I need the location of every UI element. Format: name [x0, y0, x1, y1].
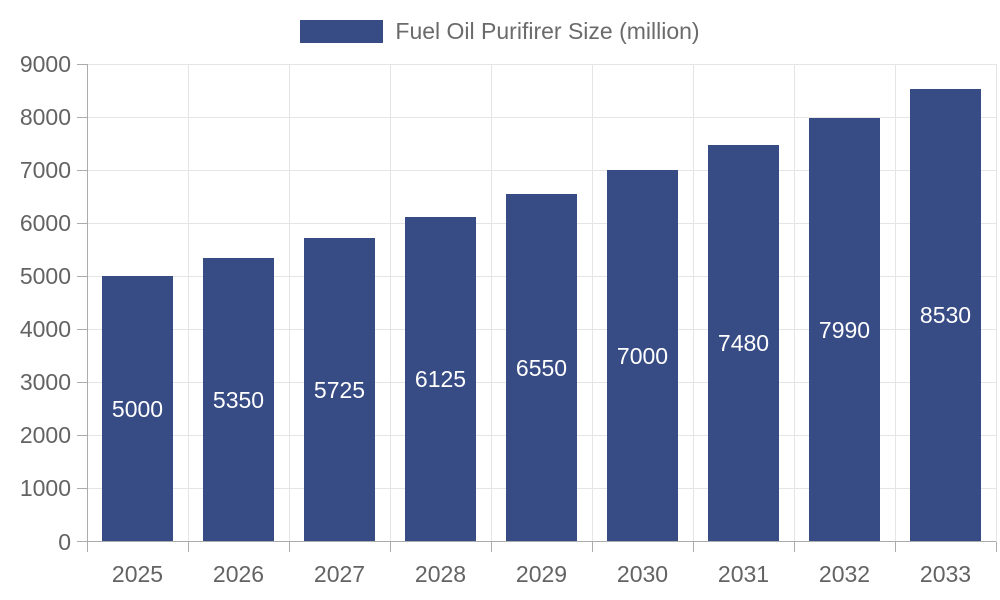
x-gridline — [894, 64, 896, 542]
y-tick-label: 0 — [58, 528, 71, 555]
y-gridline — [87, 169, 996, 171]
y-gridline — [87, 63, 996, 65]
y-tick-label: 9000 — [19, 51, 71, 77]
x-gridline — [793, 64, 795, 542]
x-gridline — [591, 64, 593, 542]
x-tick-label: 2033 — [919, 560, 972, 587]
y-tick-mark — [77, 116, 87, 118]
y-tick-label: 3000 — [19, 369, 71, 396]
legend-swatch-icon — [300, 20, 384, 43]
x-tick-mark — [591, 541, 593, 552]
x-tick-mark — [995, 541, 997, 552]
bar — [809, 117, 880, 542]
y-axis-line — [86, 64, 88, 542]
x-tick-mark — [288, 541, 290, 552]
y-tick-label: 5000 — [19, 263, 71, 290]
bar-value-label: 5000 — [111, 395, 164, 422]
x-tick-mark — [389, 541, 391, 552]
bar-value-label: 7000 — [616, 342, 669, 369]
y-tick-mark — [77, 487, 87, 489]
bar — [102, 276, 173, 542]
y-tick-label: 2000 — [19, 422, 71, 449]
bar-value-label: 6550 — [515, 354, 568, 381]
bar — [304, 237, 375, 542]
x-tick-mark — [793, 541, 795, 552]
bar-value-label: 7990 — [818, 316, 871, 343]
bar-value-label: 5725 — [313, 376, 366, 403]
y-tick-mark — [77, 169, 87, 171]
x-gridline — [288, 64, 290, 542]
x-gridline — [187, 64, 189, 542]
y-tick-mark — [77, 63, 87, 65]
bar — [708, 144, 779, 542]
y-tick-label: 7000 — [19, 157, 71, 184]
y-tick-label: 6000 — [19, 210, 71, 237]
x-tick-label: 2029 — [515, 560, 568, 587]
y-tick-mark — [77, 381, 87, 383]
bar-value-label: 6125 — [414, 366, 467, 393]
x-gridline — [692, 64, 694, 542]
x-tick-label: 2026 — [212, 560, 265, 587]
bar — [910, 88, 981, 542]
y-tick-label: 1000 — [19, 475, 71, 502]
bar-value-label: 5350 — [212, 386, 265, 413]
x-tick-mark — [490, 541, 492, 552]
bar-value-label: 8530 — [919, 302, 972, 329]
y-tick-mark — [77, 328, 87, 330]
x-tick-mark — [86, 541, 88, 552]
x-tick-label: 2027 — [313, 560, 366, 587]
bar-value-label: 7480 — [717, 330, 770, 357]
x-tick-label: 2025 — [111, 560, 164, 587]
bar — [203, 257, 274, 542]
x-tick-mark — [187, 541, 189, 552]
x-axis-line — [87, 541, 996, 542]
legend[interactable]: Fuel Oil Purifirer Size (million) — [0, 18, 1000, 45]
x-tick-mark — [692, 541, 694, 552]
x-gridline — [995, 64, 997, 542]
x-gridline — [490, 64, 492, 542]
y-gridline — [87, 116, 996, 118]
y-tick-label: 8000 — [19, 104, 71, 131]
y-tick-mark — [77, 222, 87, 224]
y-tick-label: 4000 — [19, 316, 71, 343]
x-tick-label: 2030 — [616, 560, 669, 587]
y-tick-mark — [77, 541, 87, 542]
x-tick-mark — [894, 541, 896, 552]
y-tick-mark — [77, 275, 87, 277]
x-gridline — [389, 64, 391, 542]
bar — [506, 193, 577, 542]
y-tick-mark — [77, 434, 87, 436]
x-tick-label: 2028 — [414, 560, 467, 587]
x-tick-label: 2032 — [818, 560, 871, 587]
bar — [405, 216, 476, 542]
legend-label: Fuel Oil Purifirer Size (million) — [395, 18, 700, 44]
bar — [607, 170, 678, 542]
x-tick-label: 2031 — [717, 560, 770, 587]
